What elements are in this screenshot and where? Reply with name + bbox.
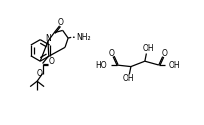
Text: HO: HO [95, 60, 107, 70]
Text: O: O [58, 18, 63, 27]
Text: O: O [161, 49, 167, 58]
Text: OH: OH [169, 60, 181, 70]
Text: N: N [45, 34, 51, 43]
Text: NH₂: NH₂ [77, 33, 91, 42]
Text: •: • [71, 35, 75, 40]
Text: OH: OH [123, 74, 134, 83]
Text: O: O [109, 49, 114, 58]
Text: O: O [48, 58, 54, 66]
Text: OH: OH [143, 44, 155, 53]
Text: O: O [37, 69, 42, 78]
